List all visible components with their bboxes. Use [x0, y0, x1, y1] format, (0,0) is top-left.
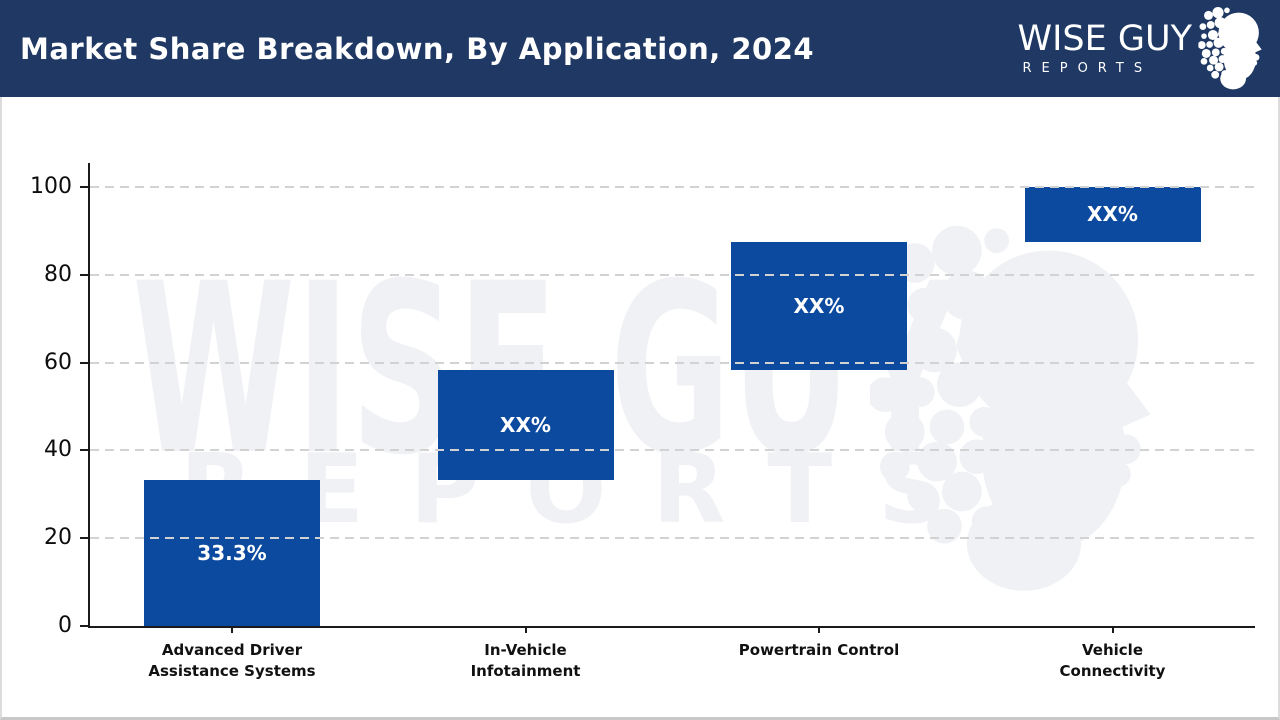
- y-axis-tick: [80, 537, 89, 540]
- bar-segment: XX%: [437, 370, 614, 480]
- x-axis-tick: [1111, 626, 1114, 633]
- bar-segment: 33.3%: [144, 479, 320, 626]
- gridline: [90, 361, 1255, 364]
- header-bar: Market Share Breakdown, By Application, …: [0, 0, 1280, 97]
- x-axis-line: [88, 626, 1255, 628]
- y-axis-tick-label: 0: [58, 613, 72, 638]
- page-title: Market Share Breakdown, By Application, …: [20, 31, 815, 66]
- y-axis-line: [88, 163, 90, 628]
- y-axis-tick-label: 80: [44, 261, 72, 287]
- y-axis-tick-label: 20: [44, 525, 72, 551]
- y-axis-tick: [80, 361, 89, 364]
- y-axis-tick-label: 100: [30, 174, 72, 199]
- chart-area: WISE GUY REPORTS 33.3% XX% XX% XX% 0 20 40 60 80…: [0, 97, 1280, 720]
- watermark-face-icon: [870, 223, 1168, 601]
- y-axis-tick: [80, 186, 89, 188]
- logo-text: WISE GUY REPORTS: [1017, 19, 1192, 77]
- bar-value-label: XX%: [793, 293, 845, 318]
- x-category-label: Powertrain Control: [738, 641, 900, 659]
- y-axis-tick: [80, 449, 89, 452]
- logo-subtitle: REPORTS: [1022, 61, 1153, 76]
- y-axis-tick: [80, 625, 89, 627]
- gridline: [90, 186, 1255, 188]
- x-axis-tick: [524, 626, 527, 633]
- x-axis-tick: [818, 626, 820, 633]
- x-category-label: In-Vehicle Infotainment: [470, 641, 581, 680]
- bar-value-label: 33.3%: [197, 540, 267, 565]
- gridline: [90, 537, 1255, 540]
- wise-guy-logo: WISE GUY REPORTS: [1017, 6, 1266, 92]
- bar-value-label: XX%: [500, 412, 551, 437]
- y-axis-tick-label: 60: [44, 349, 72, 375]
- logo-face-icon: [1198, 7, 1266, 91]
- gridline: [90, 273, 1255, 276]
- bar-value-label: XX%: [1087, 202, 1138, 227]
- bar-segment: XX%: [1024, 187, 1201, 242]
- logo-wordmark: WISE GUY: [1017, 19, 1192, 59]
- x-category-label: Vehicle Connectivity: [1059, 641, 1166, 680]
- x-category-label: Advanced Driver Assistance Systems: [148, 641, 316, 680]
- x-axis-tick: [231, 626, 233, 633]
- y-axis-tick: [80, 273, 89, 276]
- gridline: [90, 449, 1255, 452]
- bar-segment: XX%: [731, 241, 907, 371]
- y-axis-tick-label: 40: [44, 437, 72, 463]
